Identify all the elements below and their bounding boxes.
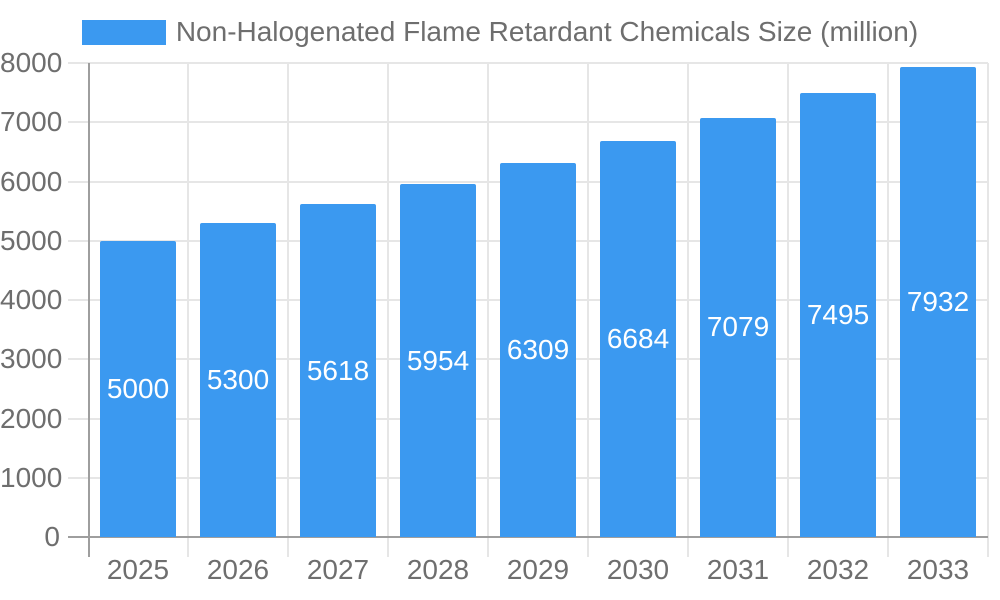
bar-2033[interactable] bbox=[900, 67, 976, 537]
x-tick-mark bbox=[987, 537, 989, 557]
x-tick-mark bbox=[887, 537, 889, 557]
x-tick-label: 2025 bbox=[106, 554, 170, 585]
h-gridline bbox=[88, 62, 988, 64]
x-tick-mark bbox=[787, 537, 789, 557]
v-gridline bbox=[487, 63, 489, 537]
bar-2027[interactable] bbox=[300, 204, 376, 537]
y-tick-label: 7000 bbox=[0, 106, 63, 138]
v-gridline bbox=[787, 63, 789, 537]
bar-2025[interactable] bbox=[100, 240, 176, 537]
bar-value-label: 5300 bbox=[206, 363, 270, 395]
bar-value-label: 5954 bbox=[406, 344, 470, 376]
y-tick-mark bbox=[68, 62, 88, 64]
x-axis-line bbox=[88, 536, 988, 538]
x-tick-mark bbox=[487, 537, 489, 557]
y-tick-mark bbox=[68, 476, 88, 479]
v-gridline bbox=[187, 63, 189, 537]
legend-swatch bbox=[81, 19, 166, 45]
v-gridline bbox=[287, 63, 289, 537]
x-tick-mark bbox=[187, 537, 189, 557]
y-axis-line bbox=[88, 63, 90, 557]
y-tick-label: 0 bbox=[44, 521, 60, 552]
y-tick-label: 6000 bbox=[0, 165, 63, 197]
x-tick-label: 2027 bbox=[306, 554, 370, 585]
v-gridline bbox=[687, 63, 689, 537]
bar-2026[interactable] bbox=[200, 222, 276, 537]
y-tick-mark bbox=[68, 121, 88, 124]
bar-2030[interactable] bbox=[600, 140, 676, 537]
x-tick-mark bbox=[387, 537, 389, 557]
bar-2031[interactable] bbox=[700, 117, 776, 537]
bar-value-label: 6309 bbox=[506, 334, 570, 366]
y-tick-label: 4000 bbox=[0, 284, 63, 315]
x-tick-label: 2028 bbox=[406, 554, 470, 585]
y-tick-mark bbox=[68, 180, 88, 183]
v-gridline bbox=[587, 63, 589, 537]
y-tick-label: 2000 bbox=[0, 402, 63, 434]
v-gridline bbox=[887, 63, 889, 537]
legend-label: Non-Halogenated Flame Retardant Chemical… bbox=[175, 16, 919, 47]
y-tick-label: 8000 bbox=[0, 47, 63, 78]
plot-area: 5000 5300 5618 5954 6309 6684 7079 7495 7932 bbox=[68, 62, 989, 557]
bar-value-label: 7079 bbox=[706, 311, 770, 343]
v-gridline bbox=[987, 63, 989, 537]
x-tick-mark bbox=[687, 537, 689, 557]
y-tick-mark bbox=[68, 358, 88, 361]
x-tick-label: 2030 bbox=[606, 554, 670, 585]
x-tick-label: 2031 bbox=[706, 554, 770, 585]
y-tick-mark bbox=[68, 536, 88, 538]
x-tick-label: 2033 bbox=[906, 554, 970, 585]
h-gridline bbox=[88, 121, 988, 124]
bar-2032[interactable] bbox=[800, 92, 876, 537]
bar-value-label: 5000 bbox=[106, 372, 170, 404]
bar-value-label: 5618 bbox=[306, 354, 370, 386]
y-tick-mark bbox=[68, 239, 88, 242]
bar-2029[interactable] bbox=[500, 163, 576, 537]
legend[interactable]: Non-Halogenated Flame Retardant Chemical… bbox=[0, 17, 1000, 47]
x-tick-label: 2026 bbox=[206, 554, 270, 585]
bar-2028[interactable] bbox=[400, 184, 476, 537]
x-tick-label: 2032 bbox=[806, 554, 870, 585]
x-tick-mark bbox=[287, 537, 289, 557]
x-tick-mark bbox=[587, 537, 589, 557]
y-tick-label: 1000 bbox=[0, 461, 63, 493]
y-tick-label: 5000 bbox=[0, 224, 63, 256]
y-tick-mark bbox=[68, 299, 88, 301]
bar-value-label: 7932 bbox=[906, 286, 970, 317]
y-tick-mark bbox=[68, 417, 88, 420]
bar-value-label: 7495 bbox=[806, 298, 870, 330]
v-gridline bbox=[387, 63, 389, 537]
x-tick-label: 2029 bbox=[506, 554, 570, 585]
y-tick-label: 3000 bbox=[0, 343, 63, 375]
bar-value-label: 6684 bbox=[606, 322, 670, 354]
